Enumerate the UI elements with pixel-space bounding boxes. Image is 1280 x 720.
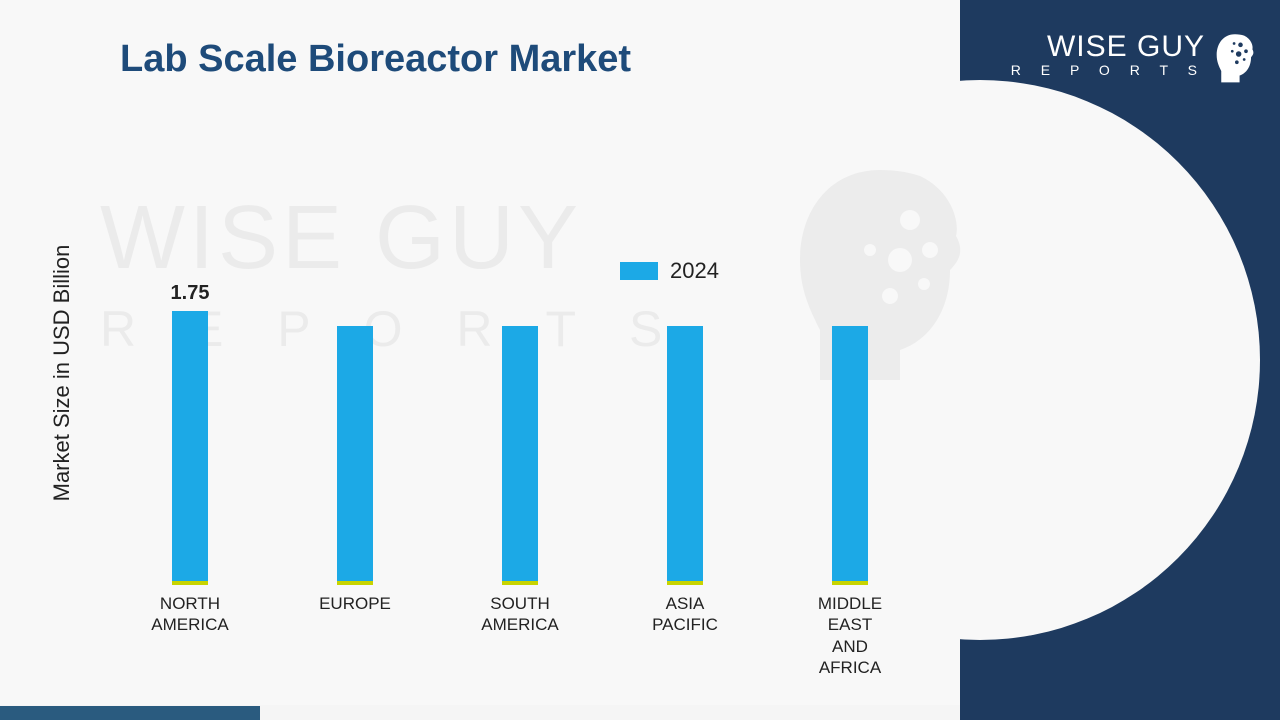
legend-label: 2024 bbox=[670, 258, 719, 284]
watermark-head-icon bbox=[775, 160, 985, 400]
bar bbox=[337, 326, 373, 585]
bar-category-label: ASIAPACIFIC bbox=[615, 593, 755, 636]
bar bbox=[667, 326, 703, 585]
legend-swatch bbox=[620, 262, 658, 280]
bar-wrapper bbox=[337, 326, 373, 585]
bar-underline bbox=[832, 581, 868, 585]
bar-underline bbox=[337, 581, 373, 585]
bar bbox=[502, 326, 538, 585]
logo-head-icon bbox=[1210, 32, 1260, 87]
bottom-accent-bar bbox=[0, 706, 260, 720]
bar-category-label: EUROPE bbox=[285, 593, 425, 614]
bar-underline bbox=[667, 581, 703, 585]
bar bbox=[172, 311, 208, 585]
page-title: Lab Scale Bioreactor Market bbox=[120, 38, 631, 81]
bar-wrapper bbox=[502, 326, 538, 585]
y-axis-label: Market Size in USD Billion bbox=[49, 245, 75, 502]
bar bbox=[832, 326, 868, 585]
bar-wrapper bbox=[667, 326, 703, 585]
bar-underline bbox=[502, 581, 538, 585]
logo-main-text: WISE GUY bbox=[1011, 30, 1205, 64]
bar-category-label: SOUTHAMERICA bbox=[450, 593, 590, 636]
chart-legend: 2024 bbox=[620, 258, 719, 284]
bar-category-label: MIDDLEEASTANDAFRICA bbox=[780, 593, 920, 678]
bar-wrapper bbox=[832, 326, 868, 585]
bar-category-label: NORTHAMERICA bbox=[120, 593, 260, 636]
bar-underline bbox=[172, 581, 208, 585]
bar-wrapper: 1.75 bbox=[172, 311, 208, 585]
bar-value-label: 1.75 bbox=[171, 282, 210, 305]
brand-logo: WISE GUY R E P O R T S bbox=[1011, 30, 1255, 78]
logo-sub-text: R E P O R T S bbox=[1011, 62, 1205, 78]
